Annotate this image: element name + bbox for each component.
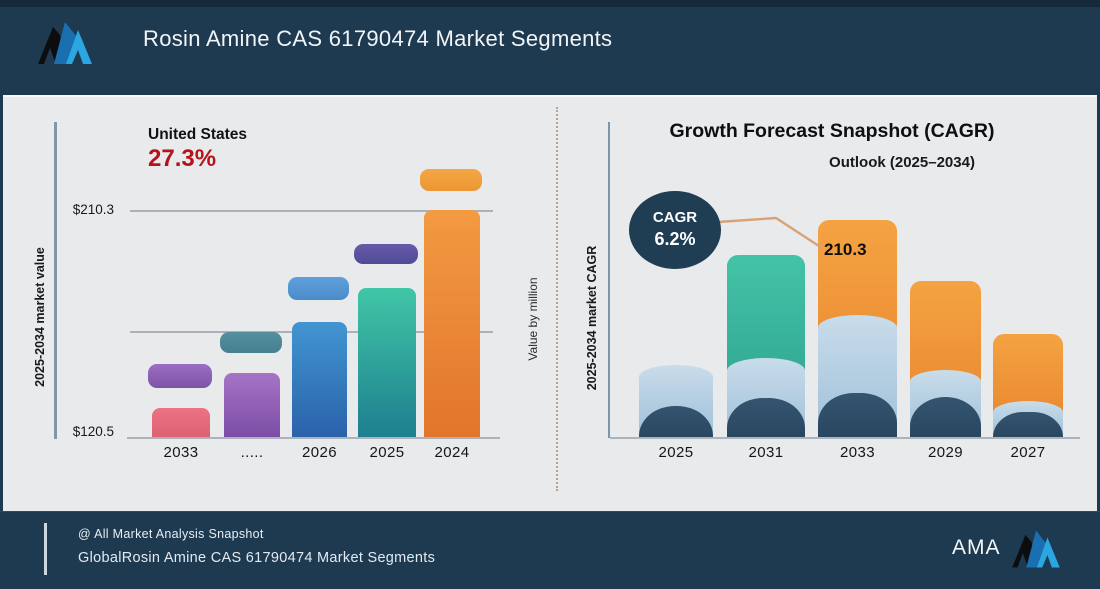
x-label-2031: 2031 <box>748 444 784 461</box>
main-canvas: 2025-2034 market value United States 27.… <box>0 95 1100 511</box>
cagr-badge-label: CAGR <box>652 209 698 227</box>
bar-..... <box>224 373 280 437</box>
x-label-.....: ..... <box>240 444 264 461</box>
page-title: Rosin Amine CAS 61790474 Market Segments <box>143 26 613 51</box>
bar-2033 <box>152 408 210 437</box>
footer: @ All Market Analysis Snapshot GlobalRos… <box>0 511 1100 589</box>
y-tick-top: $210.3 <box>72 202 114 217</box>
cagr-badge-value: 6.2% <box>654 229 696 250</box>
ama-logo-footer-icon <box>1012 530 1060 568</box>
x-label-2025: 2025 <box>658 444 694 461</box>
gridline-0 <box>130 210 493 212</box>
panel-divider <box>556 107 558 491</box>
bar-2025 <box>358 288 416 437</box>
right-y-axis-line <box>608 122 610 438</box>
bar-2026 <box>292 322 347 437</box>
left-y-axis-label: 2025-2034 market value <box>33 247 47 387</box>
footer-brand-text: AMA <box>952 536 1001 559</box>
header: Rosin Amine CAS 61790474 Market Segments <box>0 0 1100 95</box>
segment-navy-2031 <box>727 398 805 437</box>
left-y-axis-line <box>54 122 57 439</box>
left-right-axis-label: Value by million <box>526 277 540 361</box>
floating-segment-2026 <box>288 277 349 300</box>
left-chart-heading: United States <box>148 126 248 143</box>
x-label-2033: 2033 <box>840 444 875 461</box>
x-label-2025: 2025 <box>369 444 405 461</box>
footer-snapshot-note: @ All Market Analysis Snapshot <box>78 527 264 541</box>
right-chart-title: Growth Forecast Snapshot (CAGR) <box>669 120 995 142</box>
value-annotation: 210.3 <box>824 240 867 259</box>
x-label-2033: 2033 <box>163 444 199 461</box>
y-tick-bottom: $120.5 <box>72 424 114 439</box>
footer-accent-bar <box>44 523 47 575</box>
x-label-2024: 2024 <box>434 444 470 461</box>
x-label-2029: 2029 <box>928 444 963 461</box>
left-x-axis-line <box>127 437 500 439</box>
x-label-2027: 2027 <box>1010 444 1046 461</box>
header-top-strip <box>0 0 1100 7</box>
footer-report-title: GlobalRosin Amine CAS 61790474 Market Se… <box>78 550 436 566</box>
ama-logo-icon <box>38 22 92 64</box>
floating-segment-2024 <box>420 169 482 191</box>
segment-navy-2029 <box>910 397 981 437</box>
right-x-axis-line <box>610 437 1080 439</box>
x-label-2026: 2026 <box>302 444 337 461</box>
bar-2024 <box>424 210 480 437</box>
left-chart-highlight-percent: 27.3% <box>148 145 217 172</box>
segment-navy-2033 <box>818 393 897 437</box>
right-chart-subtitle: Outlook (2025–2034) <box>829 154 975 171</box>
cagr-badge: CAGR 6.2% <box>629 191 721 269</box>
floating-segment-2025 <box>354 244 418 264</box>
floating-segment-2033 <box>148 364 212 388</box>
floating-segment-..... <box>220 332 282 353</box>
right-y-axis-label: 2025-2034 market CAGR <box>585 245 599 391</box>
